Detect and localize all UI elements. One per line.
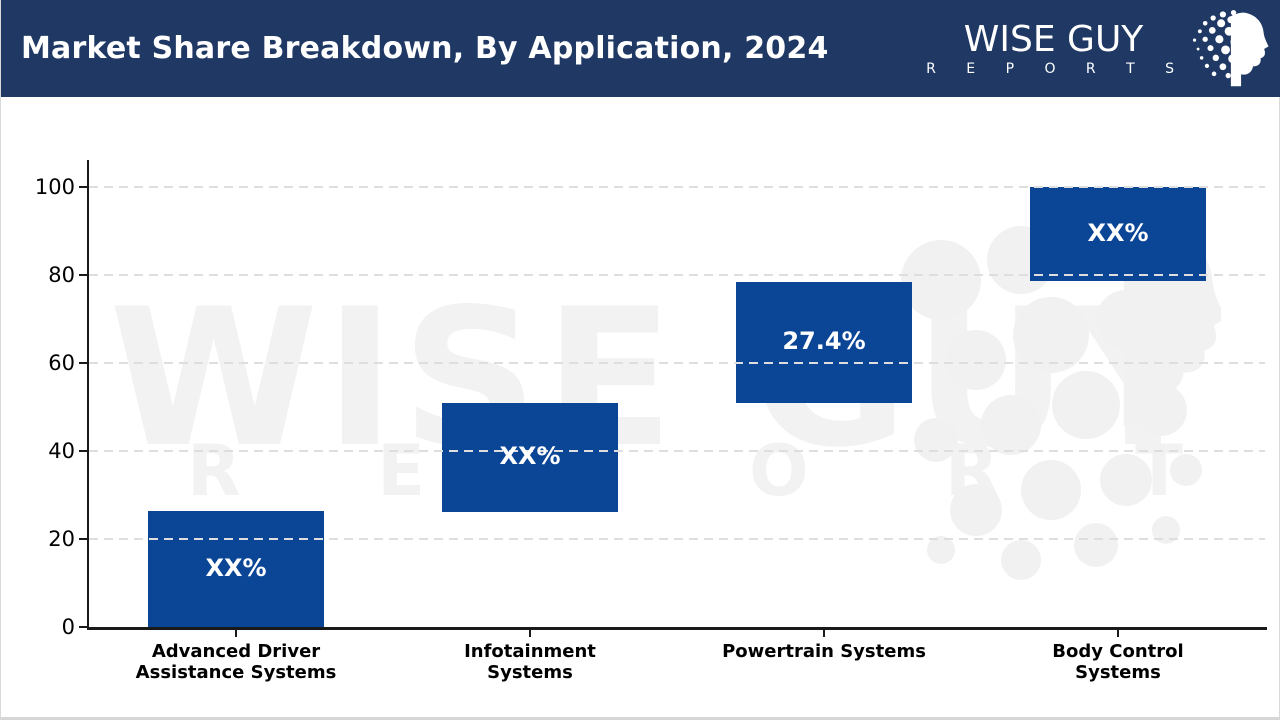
y-tick-mark (79, 450, 87, 452)
x-category-line: Advanced Driver (151, 641, 321, 662)
y-tick-mark (79, 538, 87, 540)
chart-title: Market Share Breakdown, By Application, … (21, 31, 829, 66)
y-tick-label: 80 (48, 263, 75, 287)
plot-area: 0 20 40 60 80 100 XX% Advanced Driver Assistance… (1, 97, 1280, 717)
y-tick-mark (79, 186, 87, 188)
y-tick-mark (79, 362, 87, 364)
x-category-label-body-control-systems: Body Control Systems (988, 641, 1248, 683)
x-category-line: Body Control (1052, 641, 1184, 662)
y-tick-mark (79, 274, 87, 276)
x-tick-mark (235, 630, 237, 637)
y-axis-spine (87, 160, 89, 629)
x-category-line: Systems (1075, 661, 1161, 683)
y-tick-label: 60 (48, 351, 75, 375)
gridline (89, 450, 1265, 452)
y-tick-label: 100 (34, 175, 75, 199)
gridline (89, 186, 1265, 188)
logo-text: WISE GUY R E P O R T S (920, 21, 1187, 77)
dotted-head-icon (1192, 10, 1269, 87)
x-category-line: Systems (487, 661, 573, 683)
x-category-line: Powertrain Systems (722, 641, 926, 662)
y-tick-label: 40 (48, 439, 75, 463)
bar-infotainment-systems (442, 402, 618, 512)
bar-value-label: XX% (205, 554, 267, 583)
x-category-label-advanced-driver-assistance-systems: Advanced Driver Assistance Systems (106, 641, 366, 683)
x-tick-mark (1117, 630, 1119, 637)
logo-wordmark: WISE GUY (963, 19, 1144, 61)
bar-advanced-driver-assistance-systems (148, 511, 324, 627)
gridline (89, 538, 1265, 540)
bar-value-label: XX% (499, 442, 561, 471)
x-category-label-powertrain-systems: Powertrain Systems (694, 641, 954, 663)
x-axis-spine (87, 627, 1267, 630)
x-tick-mark (823, 630, 825, 637)
x-category-line: Infotainment (464, 641, 596, 662)
bar-value-label: 27.4% (782, 327, 866, 356)
logo-subtitle: R E P O R T S (926, 60, 1187, 77)
wise-guy-reports-logo: WISE GUY R E P O R T S (920, 6, 1271, 92)
gridline (89, 274, 1265, 276)
x-category-line: Assistance Systems (135, 661, 337, 683)
x-category-label-infotainment-systems: Infotainment Systems (400, 641, 660, 683)
x-tick-mark (529, 630, 531, 637)
gridline (89, 362, 1265, 364)
y-tick-label: 0 (61, 615, 75, 639)
y-tick-label: 20 (48, 527, 75, 551)
bar-value-label: XX% (1087, 219, 1149, 248)
y-tick-mark (79, 626, 87, 628)
bar-powertrain-systems (736, 282, 912, 403)
header-banner: Market Share Breakdown, By Application, … (1, 0, 1280, 97)
